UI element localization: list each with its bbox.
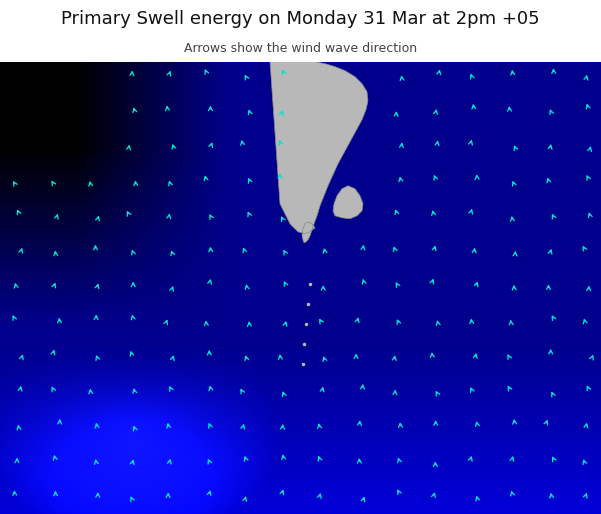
Text: Primary Swell energy on Monday 31 Mar at 2pm +05: Primary Swell energy on Monday 31 Mar at… bbox=[61, 9, 540, 28]
Text: Arrows show the wind wave direction: Arrows show the wind wave direction bbox=[184, 42, 417, 54]
Polygon shape bbox=[333, 186, 363, 219]
Polygon shape bbox=[270, 62, 368, 243]
